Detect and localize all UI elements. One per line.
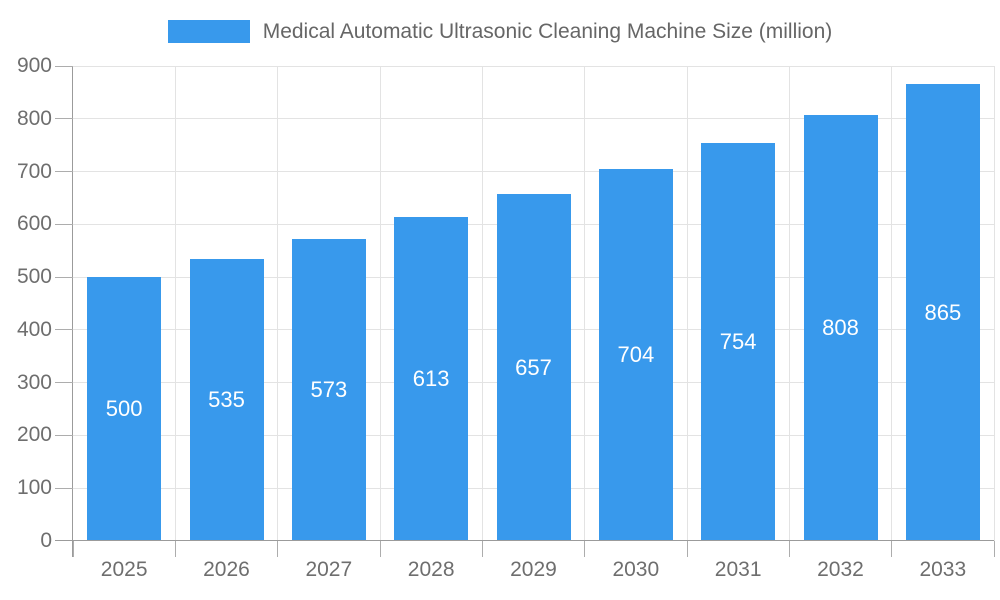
y-tick-mark (55, 171, 73, 173)
x-tick-mark (379, 541, 381, 557)
y-tick-label: 200 (16, 423, 52, 447)
bar-value-label: 657 (515, 354, 552, 380)
bar-2029[interactable]: 657 (496, 194, 571, 541)
y-gridline (73, 65, 994, 67)
y-tick-label: 0 (40, 529, 52, 552)
y-tick-label: 400 (16, 317, 52, 341)
bar-2026[interactable]: 535 (189, 258, 264, 541)
x-gridline (788, 66, 790, 541)
y-axis-line (72, 66, 73, 557)
x-tick-label: 2027 (305, 558, 353, 581)
bar-value-label: 613 (412, 366, 450, 392)
bar-value-label: 573 (310, 376, 348, 402)
x-gridline (379, 66, 381, 541)
bar-2027[interactable]: 573 (291, 238, 366, 541)
x-gridline (481, 66, 483, 541)
x-tick-mark (72, 541, 74, 557)
y-tick-mark (55, 65, 73, 67)
bar-value-label: 754 (719, 329, 757, 355)
legend-item[interactable]: Medical Automatic Ultrasonic Cleaning Ma… (0, 19, 1000, 44)
bar-2028[interactable]: 613 (394, 217, 469, 541)
x-tick-mark (993, 541, 995, 557)
x-axis-line (55, 540, 994, 541)
x-tick-label: 2025 (100, 558, 148, 581)
x-tick-label: 2029 (510, 558, 557, 581)
y-tick-mark (55, 118, 73, 120)
y-tick-label: 100 (16, 476, 52, 500)
legend-swatch (167, 20, 250, 43)
x-gridline (993, 66, 995, 541)
bar-2032[interactable]: 808 (803, 114, 878, 541)
y-gridline (73, 171, 994, 173)
x-tick-mark (174, 541, 176, 557)
x-tick-label: 2032 (817, 558, 864, 581)
y-tick-mark (55, 276, 73, 278)
y-tick-label: 500 (16, 265, 52, 289)
y-tick-label: 800 (16, 106, 52, 130)
x-gridline (277, 66, 279, 541)
y-tick-label: 300 (16, 370, 52, 394)
y-tick-label: 700 (16, 159, 52, 183)
x-tick-label: 2028 (407, 558, 455, 581)
x-tick-label: 2026 (203, 558, 250, 581)
x-tick-label: 2033 (919, 558, 967, 581)
x-tick-mark (584, 541, 586, 557)
bar-value-label: 704 (617, 342, 655, 368)
bar-value-label: 535 (208, 386, 245, 412)
plot-area: 500 535 573 613 657 704 754 808 865 (73, 65, 995, 541)
x-gridline (174, 66, 176, 541)
x-gridline (891, 66, 893, 541)
bar-value-label: 808 (822, 314, 859, 340)
bar-2030[interactable]: 704 (598, 169, 673, 541)
x-tick-mark (891, 541, 893, 557)
x-tick-mark (788, 541, 790, 557)
y-tick-mark (55, 487, 73, 489)
y-tick-mark (55, 223, 73, 225)
bar-2025[interactable]: 500 (87, 277, 162, 541)
y-tick-mark (55, 434, 73, 436)
legend-label: Medical Automatic Ultrasonic Cleaning Ma… (262, 19, 833, 43)
bar-value-label: 500 (105, 396, 143, 422)
x-gridline (686, 66, 688, 541)
x-gridline (584, 66, 586, 541)
y-gridline (73, 118, 994, 120)
bar-2033[interactable]: 865 (905, 84, 980, 541)
y-tick-label: 900 (16, 54, 52, 77)
bar-value-label: 865 (924, 299, 962, 325)
y-tick-label: 600 (16, 212, 52, 236)
bar-2031[interactable]: 754 (701, 143, 776, 541)
x-tick-mark (686, 541, 688, 557)
x-tick-mark (277, 541, 279, 557)
y-tick-mark (55, 382, 73, 384)
y-tick-mark (55, 329, 73, 331)
x-tick-label: 2031 (714, 558, 762, 581)
x-tick-mark (481, 541, 483, 557)
x-tick-label: 2030 (612, 558, 660, 581)
